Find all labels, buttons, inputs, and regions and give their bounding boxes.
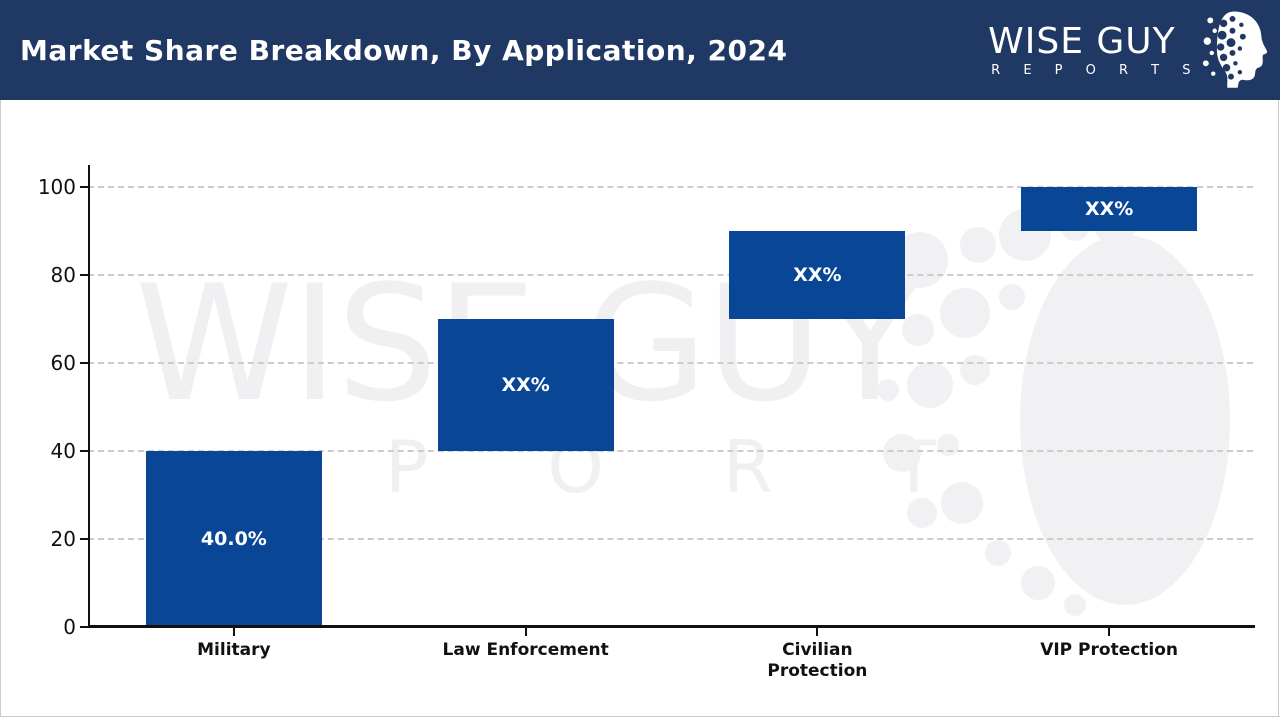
- bar: [729, 231, 906, 319]
- x-tick-label: Law Enforcement: [442, 640, 609, 660]
- y-tick: [80, 186, 88, 188]
- grid-line: [88, 274, 1253, 276]
- bar: [437, 319, 614, 451]
- page-title: Market Share Breakdown, By Application, …: [20, 33, 788, 67]
- y-tick: [80, 362, 88, 364]
- watermark-head-graphic: [877, 205, 1230, 616]
- y-tick-label: 100: [37, 175, 76, 199]
- y-tick-label: 40: [50, 439, 76, 463]
- logo-text: WISE GUY R E P O R T S: [988, 20, 1200, 78]
- y-tick: [80, 626, 88, 628]
- grid-line: [88, 450, 1253, 452]
- y-axis-spine: [88, 165, 90, 628]
- bar-label: XX%: [793, 264, 842, 286]
- bar: [1021, 187, 1198, 231]
- grid-line: [88, 186, 1253, 188]
- bar-label: XX%: [1084, 198, 1134, 220]
- x-tick: [524, 628, 527, 636]
- frame-bottom-line: [0, 716, 1280, 717]
- x-tick-label: Civilian Protection: [767, 640, 868, 682]
- grid-line: [88, 362, 1253, 364]
- logo-subtitle: R E P O R T S: [991, 62, 1200, 78]
- logo-wordmark: WISE GUY: [988, 20, 1176, 62]
- x-tick: [1108, 628, 1111, 636]
- x-axis-spine: [88, 625, 1255, 628]
- x-tick-label: Military: [197, 640, 271, 660]
- bar-label: XX%: [501, 374, 550, 396]
- grid-line: [88, 538, 1253, 540]
- bar: [145, 451, 322, 627]
- y-tick-label: 20: [50, 527, 76, 551]
- y-tick: [80, 538, 88, 540]
- x-tick-label: VIP Protection: [1040, 640, 1179, 660]
- y-tick-label: 60: [50, 351, 76, 375]
- y-tick-label: 80: [50, 263, 76, 287]
- frame-right-line: [1278, 100, 1279, 717]
- bar-label: 40.0%: [200, 528, 267, 550]
- x-tick: [816, 628, 819, 636]
- x-tick: [232, 628, 235, 636]
- header-band: Market Share Breakdown, By Application, …: [0, 0, 1280, 100]
- dotted-head-icon: [1202, 11, 1268, 88]
- y-tick: [80, 274, 88, 276]
- y-tick: [80, 450, 88, 452]
- y-tick-label: 0: [63, 615, 76, 639]
- frame-left-line: [0, 100, 1, 717]
- wise-guy-reports-logo: WISE GUY R E P O R T S: [988, 8, 1280, 92]
